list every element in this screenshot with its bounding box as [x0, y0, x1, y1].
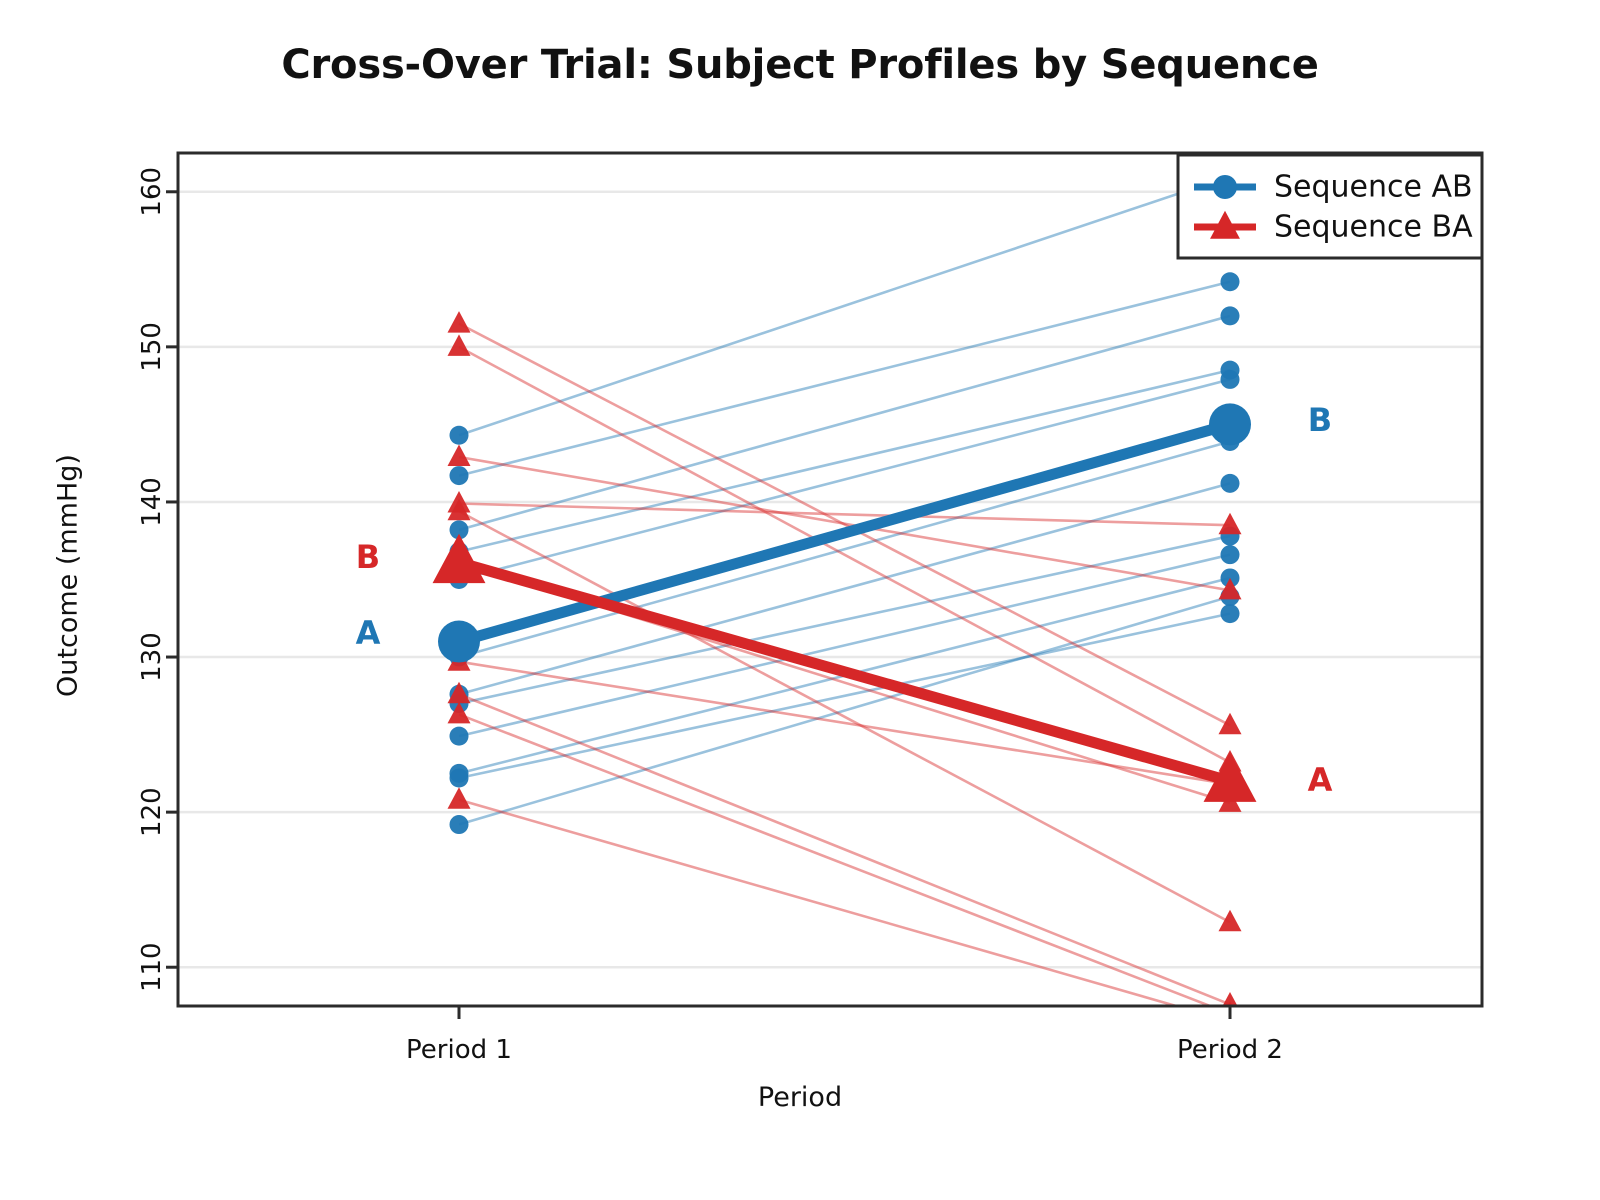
subject-profile-line	[458, 798, 1181, 1006]
legend-label[interactable]: Sequence AB	[1274, 170, 1473, 205]
treatment-label: B	[356, 538, 380, 576]
subject-profile-line	[458, 660, 1231, 786]
chart-title: Cross-Over Trial: Subject Profiles by Se…	[281, 42, 1319, 88]
subject-profile-line	[458, 455, 1231, 592]
subject-marker	[449, 768, 469, 788]
mean-marker	[1209, 403, 1251, 446]
legend-box	[1176, 153, 1484, 260]
subject-profile-line	[458, 482, 1231, 696]
subject-marker	[1222, 991, 1238, 1006]
subject-profile-line	[458, 378, 1231, 581]
treatment-label: A	[356, 614, 381, 652]
legend-label[interactable]: Sequence BA	[1274, 210, 1473, 245]
subject-profile-line	[458, 345, 1231, 764]
x-tick-label: Period 1	[406, 1035, 512, 1065]
subject-marker	[447, 701, 471, 724]
subject-marker	[447, 444, 471, 466]
subject-marker	[449, 520, 469, 540]
legend-marker-triangle-icon	[1210, 210, 1240, 239]
subject-marker	[449, 425, 469, 445]
axis-ticks: 110 120 130 140 150 160 Period 1 Period 2	[137, 167, 1283, 1065]
mean-marker	[432, 533, 486, 584]
y-tick-label: 130	[137, 632, 167, 682]
subject-marker	[449, 815, 469, 835]
x-tick-label: Period 2	[1177, 1035, 1283, 1065]
subject-marker	[447, 498, 471, 521]
mean-line	[457, 419, 1232, 647]
subject-marker	[447, 334, 471, 356]
mean-line	[457, 557, 1232, 787]
subject-marker	[1220, 306, 1240, 326]
subject-profile-line	[458, 322, 1231, 727]
grid-lines	[178, 190, 1482, 969]
subject-profile-line	[458, 595, 1231, 826]
mean-marker	[1203, 752, 1257, 802]
subject-marker	[449, 726, 469, 746]
subject-marker	[1220, 604, 1240, 624]
subject-marker	[447, 787, 471, 809]
subject-marker	[449, 466, 469, 486]
subject-profile-line	[458, 440, 1231, 659]
subject-profile-line	[458, 693, 1231, 1006]
subject-profile-line	[458, 502, 1231, 527]
subject-profile-line	[458, 553, 1231, 738]
subject-marker	[1218, 512, 1242, 535]
subject-marker	[1220, 473, 1240, 493]
subject-profile-line	[458, 175, 1231, 437]
y-tick-label: 140	[137, 477, 167, 527]
mean-marker	[438, 620, 480, 663]
y-tick-label: 160	[137, 167, 167, 217]
subject-marker	[1218, 712, 1242, 735]
subject-marker	[1220, 272, 1240, 292]
subject-profile-line	[458, 368, 1231, 553]
subject-profile-line	[458, 534, 1231, 705]
treatment-label: A	[1308, 761, 1333, 799]
treatment-label: B	[1308, 401, 1332, 439]
subject-profile-line	[458, 612, 1231, 780]
legend-marker-circle-icon	[1213, 175, 1237, 199]
x-axis-label: Period	[757, 1082, 843, 1113]
subject-marker	[1218, 577, 1242, 600]
subject-profile-line	[458, 314, 1231, 532]
legend[interactable]: Sequence AB Sequence BA	[1176, 153, 1484, 260]
y-tick-label: 150	[137, 322, 167, 372]
subject-profile-line	[458, 713, 1214, 1006]
subject-marker	[447, 681, 471, 704]
y-tick-label: 120	[137, 787, 167, 837]
subject-marker	[1220, 369, 1240, 389]
subject-marker	[1220, 545, 1240, 565]
y-tick-label: 110	[137, 942, 167, 992]
series-group[interactable]	[432, 166, 1257, 1031]
subject-marker	[1218, 909, 1242, 932]
subject-marker	[447, 311, 471, 333]
axis-frame	[176, 151, 1484, 1008]
subject-profile-line	[458, 510, 1231, 924]
subject-profile-line	[458, 280, 1231, 477]
